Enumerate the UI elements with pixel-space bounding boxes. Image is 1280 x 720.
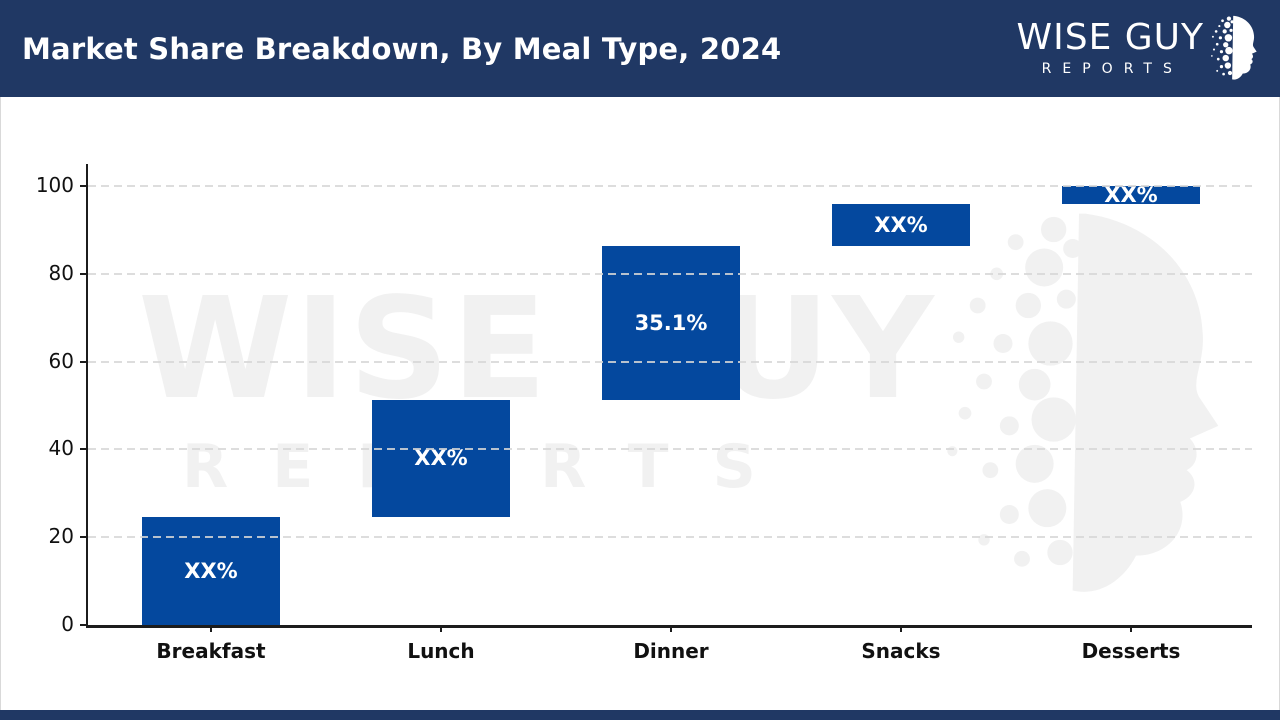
bar-value-label: XX%	[1104, 183, 1158, 208]
y-tick-mark	[80, 536, 88, 539]
x-tick-mark	[1130, 625, 1132, 632]
bar-snacks: XX%	[832, 204, 970, 247]
bar-value-label: XX%	[184, 558, 238, 583]
x-tick-mark	[210, 625, 212, 632]
gridline	[88, 360, 1252, 363]
x-tick-mark	[900, 625, 902, 632]
x-axis-line	[86, 625, 1252, 628]
bar-lunch: XX%	[372, 400, 510, 517]
y-tick-mark	[80, 272, 88, 275]
y-tick-mark	[80, 185, 88, 187]
watermark-wordmark: WISE GUY	[138, 268, 936, 431]
gridline	[88, 272, 1252, 275]
bar-value-label: 35.1%	[634, 311, 708, 336]
y-tick-mark	[80, 448, 88, 451]
logo-text: WISE GUY REPORTS	[1016, 17, 1205, 78]
footer-bar	[0, 710, 1280, 720]
x-category-label: Lunch	[407, 639, 475, 663]
y-tick-mark	[80, 624, 88, 626]
gridline	[88, 185, 1252, 187]
y-tick-label: 100	[35, 173, 74, 197]
bar-dinner: 35.1%	[602, 246, 740, 401]
y-tick-mark	[80, 360, 88, 363]
gridline	[88, 536, 1252, 539]
bar-breakfast: XX%	[142, 516, 280, 625]
y-tick-label: 40	[48, 436, 74, 461]
x-category-label: Desserts	[1081, 639, 1181, 663]
logo-subtext: REPORTS	[1041, 61, 1183, 77]
page-title: Market Share Breakdown, By Meal Type, 20…	[22, 31, 782, 66]
y-axis-line	[86, 164, 88, 628]
wise-guy-logo: WISE GUY REPORTS	[1017, 8, 1263, 90]
x-category-label: Snacks	[861, 639, 941, 663]
gridline	[88, 448, 1252, 451]
y-tick-label: 60	[48, 348, 74, 373]
bar-desserts: XX%	[1062, 183, 1200, 208]
x-tick-mark	[440, 625, 442, 632]
bar-value-label: XX%	[874, 213, 928, 238]
y-tick-label: 80	[48, 260, 74, 285]
x-category-label: Breakfast	[156, 639, 266, 663]
x-category-label: Dinner	[633, 639, 709, 663]
y-tick-label: 0	[61, 612, 74, 636]
header-bar: Market Share Breakdown, By Meal Type, 20…	[0, 0, 1280, 97]
x-tick-mark	[670, 625, 672, 632]
logo-wordmark: WISE GUY	[1016, 17, 1204, 58]
y-tick-label: 20	[48, 524, 74, 549]
